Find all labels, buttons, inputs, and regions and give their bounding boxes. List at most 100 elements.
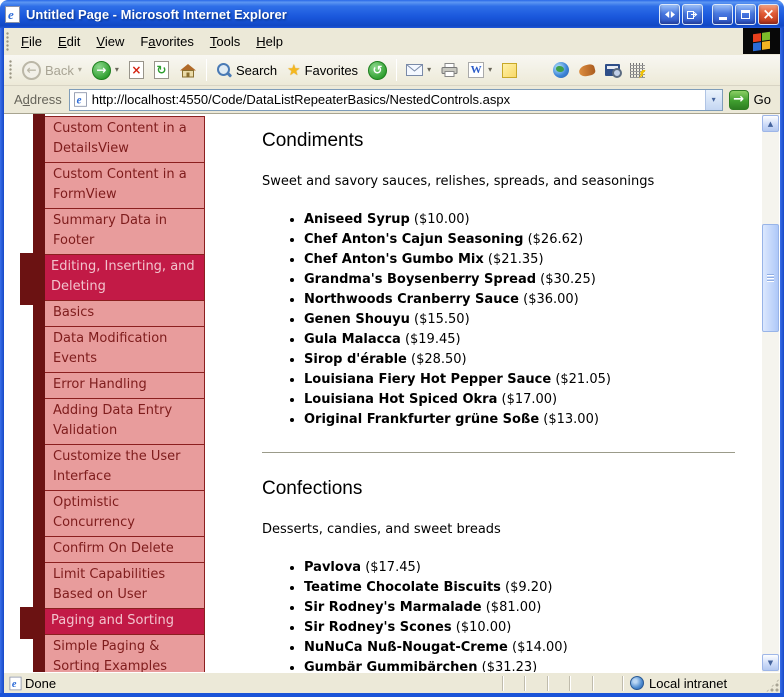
history-button[interactable]: ↺ xyxy=(364,59,391,82)
back-button[interactable]: ← Back ▾ xyxy=(18,59,86,82)
close-button[interactable]: × xyxy=(758,3,779,25)
library-button[interactable] xyxy=(601,62,624,78)
toolbar-grip[interactable] xyxy=(9,60,13,80)
product-name: Louisiana Hot Spiced Okra xyxy=(304,392,498,407)
status-bar: e Done Local intranet xyxy=(4,672,780,693)
forward-icon: → xyxy=(91,60,111,80)
menu-item-tools[interactable]: Tools xyxy=(209,34,241,49)
print-icon xyxy=(441,63,458,77)
menu-item-help[interactable]: Help xyxy=(256,34,283,49)
page-content-area: Custom Content in a DetailsView Custom Co… xyxy=(4,114,780,672)
sidebar-section-header[interactable]: Paging and Sorting xyxy=(20,607,205,639)
notes-button[interactable] xyxy=(498,61,521,80)
sidebar-item[interactable]: Confirm On Delete xyxy=(45,537,205,563)
category-description: Sweet and savory sauces, relishes, sprea… xyxy=(262,174,655,189)
favorites-button[interactable]: ★ Favorites xyxy=(283,61,362,80)
sidebar-item-label: Custom Content in a FormView xyxy=(53,167,187,202)
sidebar-section-header[interactable]: Editing, Inserting, and Deleting xyxy=(20,253,205,305)
product-item: Chef Anton's Cajun Seasoning ($26.62) xyxy=(304,230,740,250)
sidebar-item[interactable]: Simple Paging & Sorting Examples xyxy=(45,635,205,672)
status-pane-divider xyxy=(592,676,594,691)
encoder-button[interactable] xyxy=(626,61,649,80)
search-button[interactable]: Search xyxy=(212,60,281,80)
product-price: ($15.50) xyxy=(409,312,470,327)
product-name: NuNuCa Nuß-Nougat-Creme xyxy=(304,640,508,655)
address-dropdown-button[interactable]: ▾ xyxy=(704,89,722,110)
product-price: ($17.00) xyxy=(497,392,558,407)
product-price: ($17.45) xyxy=(361,560,421,575)
go-button[interactable]: → Go xyxy=(723,89,777,111)
maximize-icon xyxy=(741,9,750,19)
research-button[interactable] xyxy=(575,62,599,78)
detach-window-button[interactable] xyxy=(682,3,703,25)
resize-grip[interactable] xyxy=(765,678,780,693)
product-name: Chef Anton's Gumbo Mix xyxy=(304,252,484,267)
print-button[interactable] xyxy=(437,61,462,79)
window-border-right xyxy=(780,28,784,697)
sidebar-menu: Custom Content in a DetailsView Custom Co… xyxy=(20,116,205,672)
msn-search-button[interactable] xyxy=(549,60,573,80)
minimize-button[interactable] xyxy=(712,3,733,25)
maximize-button[interactable] xyxy=(735,3,756,25)
minimize-icon xyxy=(718,16,727,20)
product-item: Pavlova ($17.45) xyxy=(304,558,740,578)
menu-item-view[interactable]: View xyxy=(96,34,125,49)
home-button[interactable] xyxy=(175,61,201,80)
sidebar-item[interactable]: Data Modification Events xyxy=(45,327,205,373)
edit-dropdown-icon: ▾ xyxy=(488,65,493,74)
product-item: Grandma's Boysenberry Spread ($30.25) xyxy=(304,270,740,290)
go-arrow-icon: → xyxy=(728,89,749,110)
forward-dropdown-icon: ▾ xyxy=(114,65,119,74)
address-input[interactable]: e http://localhost:4550/Code/DataListRep… xyxy=(68,88,723,111)
sidebar-item[interactable]: Error Handling xyxy=(45,373,205,399)
forward-button[interactable]: → ▾ xyxy=(88,59,123,82)
sidebar-item[interactable]: Customize the User Interface xyxy=(45,445,205,491)
screen-toggle-button[interactable] xyxy=(659,3,680,25)
stop-button[interactable]: × xyxy=(125,59,148,81)
stop-icon: × xyxy=(128,61,144,79)
status-pane-divider xyxy=(622,676,624,691)
scrollbar-thumb[interactable] xyxy=(762,224,779,332)
sidebar-item-label: Optimistic Concurrency xyxy=(53,495,135,530)
sidebar-item-label: Custom Content in a DetailsView xyxy=(53,121,187,156)
product-price: ($21.05) xyxy=(551,372,611,387)
product-item: Teatime Chocolate Biscuits ($9.20) xyxy=(304,578,740,598)
product-name: Northwoods Cranberry Sauce xyxy=(304,292,519,307)
section-divider xyxy=(262,452,735,453)
product-price: ($10.00) xyxy=(409,212,470,227)
sidebar-item[interactable]: Optimistic Concurrency xyxy=(45,491,205,537)
sidebar-item-label: Simple Paging & Sorting Examples xyxy=(53,639,168,672)
vertical-scrollbar[interactable]: ▲ ▼ xyxy=(762,114,779,672)
edit-with-word-button[interactable]: W ▾ xyxy=(464,60,496,80)
sidebar-item[interactable]: Summary Data in Footer xyxy=(45,209,205,255)
search-icon xyxy=(216,62,232,78)
back-dropdown-icon: ▾ xyxy=(77,65,82,74)
sidebar-item[interactable]: Limit Capabilities Based on User xyxy=(45,563,205,609)
sidebar-item[interactable]: Custom Content in a DetailsView xyxy=(45,116,205,163)
sidebar-item[interactable]: Custom Content in a FormView xyxy=(45,163,205,209)
history-icon: ↺ xyxy=(368,60,388,80)
product-name: Gumbär Gummibärchen xyxy=(304,660,478,672)
status-pane-divider xyxy=(569,676,571,691)
scrollbar-up-button[interactable]: ▲ xyxy=(762,115,779,132)
product-price: ($31.23) xyxy=(477,660,538,672)
menu-grip[interactable] xyxy=(6,31,10,52)
mail-icon xyxy=(406,64,424,76)
scroll-down-icon: ▼ xyxy=(767,658,774,667)
sidebar-item[interactable]: Adding Data Entry Validation xyxy=(45,399,205,445)
title-bar[interactable]: e Untitled Page - Microsoft Internet Exp… xyxy=(0,0,784,28)
menu-item-file[interactable]: File xyxy=(21,34,42,49)
product-item: Genen Shouyu ($15.50) xyxy=(304,310,740,330)
menu-item-edit[interactable]: Edit xyxy=(57,34,81,49)
mail-button[interactable]: ▾ xyxy=(402,62,435,78)
sidebar-item-label: Paging and Sorting xyxy=(51,613,175,628)
refresh-button[interactable]: ↻ xyxy=(150,59,173,81)
menu-item-favorites[interactable]: Favorites xyxy=(140,34,194,49)
sidebar-item[interactable]: Basics xyxy=(45,301,205,327)
sidebar-item-label: Summary Data in Footer xyxy=(53,213,167,248)
toolbar-separator xyxy=(396,59,398,81)
product-name: Grandma's Boysenberry Spread xyxy=(304,272,537,287)
scrollbar-down-button[interactable]: ▼ xyxy=(762,654,779,671)
address-bar: Address e http://localhost:4550/Code/Dat… xyxy=(4,86,780,114)
